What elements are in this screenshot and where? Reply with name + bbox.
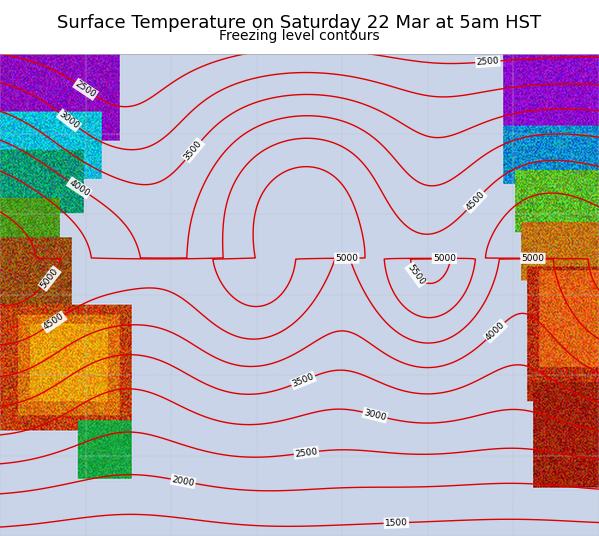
Text: Freezing level contours: Freezing level contours [219,29,380,43]
Text: 4000: 4000 [484,320,507,342]
Text: 4000: 4000 [67,178,91,198]
Text: 3000: 3000 [363,408,388,422]
Text: 3500: 3500 [291,372,316,389]
Text: 5000: 5000 [521,254,544,263]
Text: 3500: 3500 [182,139,204,162]
Text: 2000: 2000 [171,475,195,488]
Text: 1500: 1500 [385,518,408,528]
Text: 2500: 2500 [294,447,318,459]
Text: 5000: 5000 [39,266,60,291]
Text: 3000: 3000 [58,110,81,131]
Text: 2500: 2500 [74,79,98,99]
Text: 4500: 4500 [42,312,66,332]
Text: 2500: 2500 [476,56,500,67]
Text: 4500: 4500 [464,190,486,212]
Text: 5000: 5000 [433,254,456,263]
Text: Surface Temperature on Saturday 22 Mar at 5am HST: Surface Temperature on Saturday 22 Mar a… [58,14,541,32]
Text: 5500: 5500 [406,263,426,287]
Text: 5000: 5000 [335,254,358,263]
